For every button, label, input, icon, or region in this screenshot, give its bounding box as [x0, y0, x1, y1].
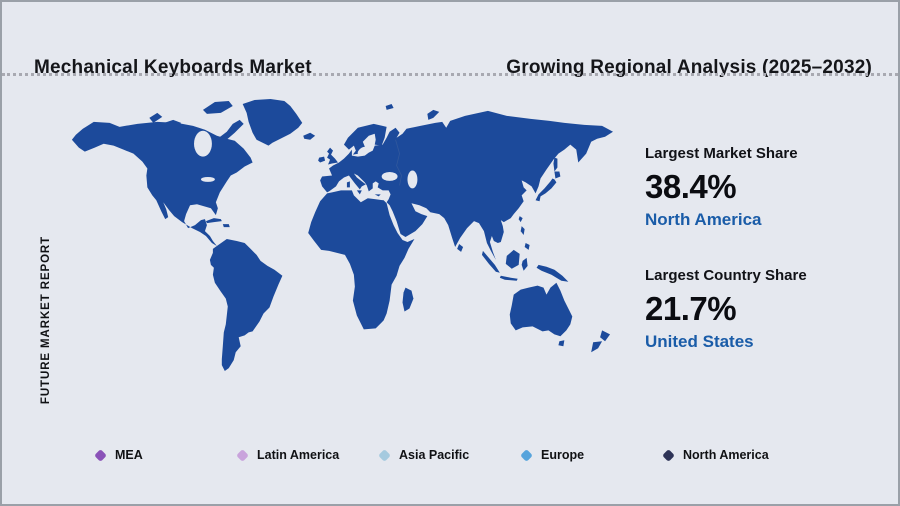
legend-item-europe: Europe: [520, 448, 664, 462]
stat-region: North America: [645, 210, 762, 229]
brand-watermark: FUTURE MARKET REPORT: [40, 235, 52, 405]
stat-largest-country-share: Largest Country Share 21.7% United State…: [645, 267, 885, 352]
legend-item-latin-america: Latin America: [236, 448, 380, 462]
north-america-diamond-icon: [662, 448, 675, 462]
map-legend: MEA Latin America Asia Pacific Europe No…: [94, 448, 769, 462]
legend-label: North America: [683, 448, 769, 462]
stat-value: 21.7%: [645, 290, 737, 327]
stat-label: Largest Market Share: [645, 145, 798, 162]
page-title: Mechanical Keyboards Market: [34, 56, 312, 78]
stat-largest-market-share: Largest Market Share 38.4% North America: [645, 145, 885, 230]
report-subtitle: Growing Regional Analysis (2025–2032): [506, 56, 872, 78]
world-map: [71, 99, 614, 372]
legend-item-mea: MEA: [94, 448, 238, 462]
stat-region: United States: [645, 332, 754, 351]
header-divider: [2, 73, 898, 76]
stat-label: Largest Country Share: [645, 267, 807, 284]
landmasses: [71, 99, 614, 372]
legend-label: Latin America: [257, 448, 340, 462]
legend-label: Europe: [541, 448, 585, 462]
mea-diamond-icon: [94, 448, 107, 462]
legend-item-asia-pacific: Asia Pacific: [378, 448, 522, 462]
stat-value: 38.4%: [645, 168, 737, 205]
legend-item-north-america: North America: [662, 448, 769, 462]
asia-pacific-diamond-icon: [378, 448, 391, 462]
legend-label: MEA: [115, 448, 143, 462]
country-border-line: [395, 139, 402, 186]
inland-water: [194, 130, 418, 189]
legend-label: Asia Pacific: [399, 448, 470, 462]
europe-diamond-icon: [520, 448, 533, 462]
latin-america-diamond-icon: [236, 448, 249, 462]
